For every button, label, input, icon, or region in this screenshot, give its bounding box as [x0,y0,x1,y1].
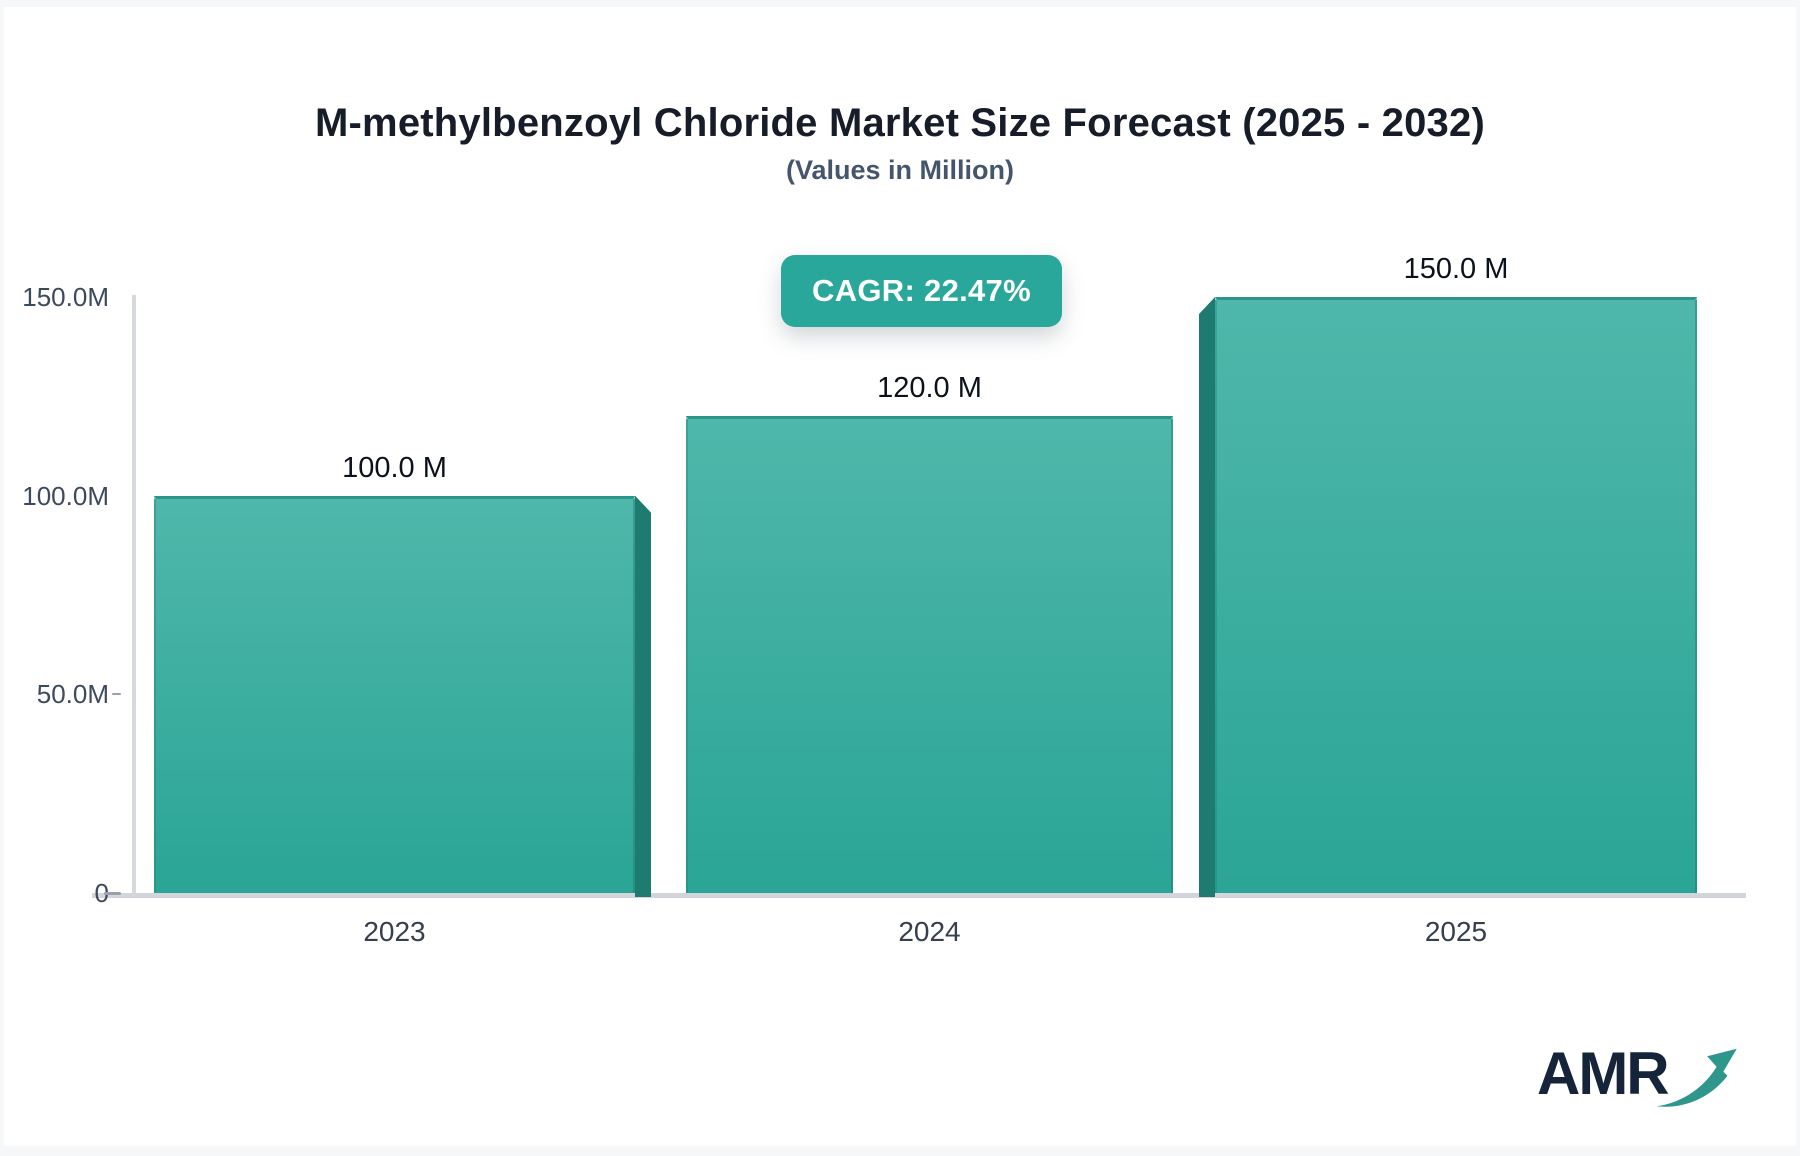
chart-card: M-methylbenzoyl Chloride Market Size For… [4,7,1796,1146]
x-axis-label: 2024 [898,916,961,947]
amr-logo: AMR [1537,1043,1740,1113]
x-axis-line [92,893,1746,898]
growth-arrow-icon [1656,1048,1737,1107]
y-axis-tick-mark [104,892,121,895]
bar-chart-plot-area: 150.0M 100.0M 50.0M 0 100.0 M 2023 120.0 M 2024… [4,7,1796,1146]
bar-value-label: 120.0 M [877,372,982,405]
bar-3d-side [1199,297,1215,897]
bar-3d-side [635,495,651,897]
cagr-badge: CAGR: 22.47% [781,255,1062,327]
x-axis-label: 2023 [363,916,426,947]
bar-2023 [154,495,635,893]
bar-value-label: 150.0 M [1403,253,1509,285]
y-axis-line [132,295,136,897]
amr-logo-text: AMR [1537,1040,1670,1107]
x-axis-label: 2025 [1424,916,1488,947]
y-axis-label: 0 [94,878,109,908]
bar-2024 [686,416,1173,893]
bar-value-label: 100.0 M [342,451,447,484]
y-axis-label: 50.0M [36,679,109,710]
cagr-badge-label: CAGR: 22.47% [812,273,1031,308]
page-subtitle: (Values in Million) [785,155,1015,185]
y-axis-tick-mark [112,693,121,696]
y-axis-label: 100.0M [22,480,109,511]
y-axis-label: 150.0M [22,282,109,312]
bar-2025 [1215,297,1697,893]
page-title: M-methylbenzoyl Chloride Market Size For… [315,101,1485,145]
